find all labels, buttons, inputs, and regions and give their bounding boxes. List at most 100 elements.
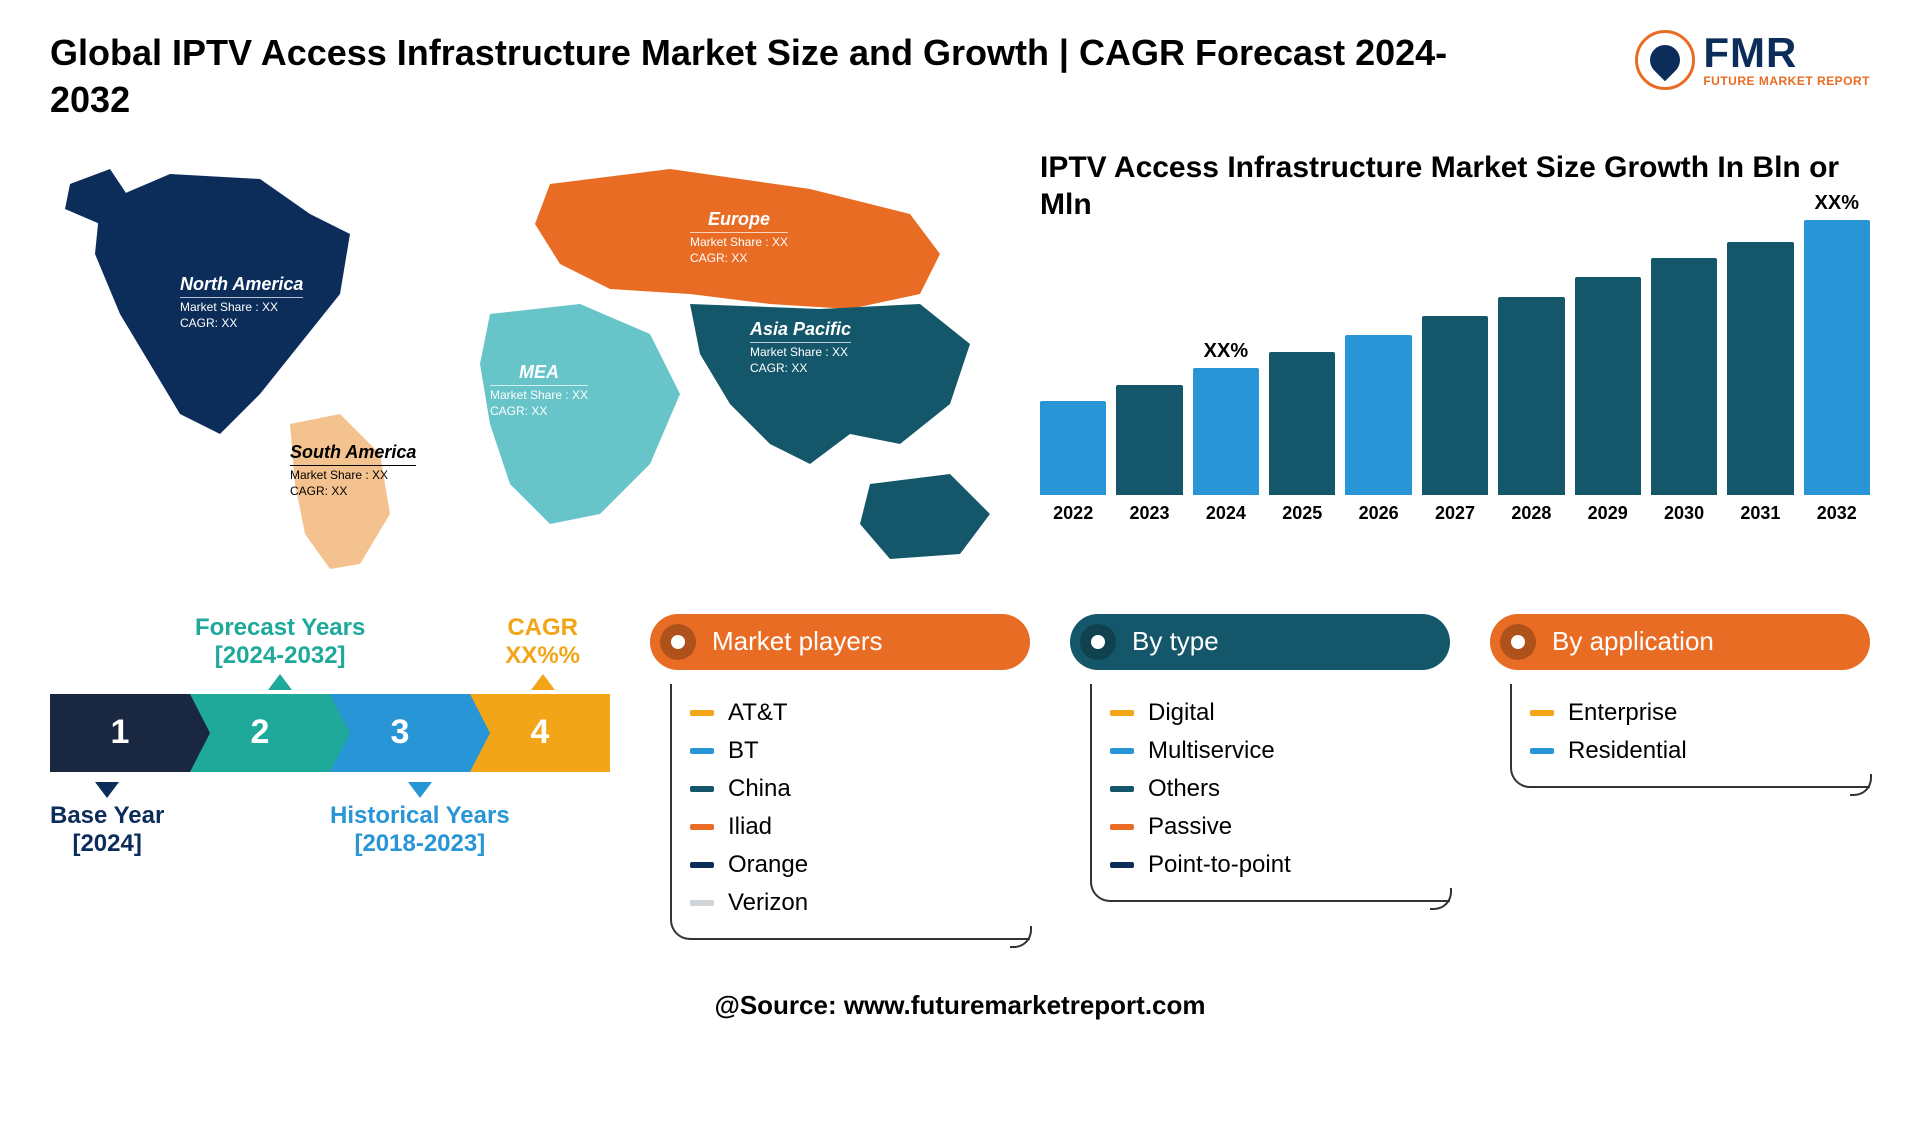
market-players-col: Market players AT&T BT China Iliad Orange Veri… (650, 614, 1030, 940)
list-item-label: Others (1148, 775, 1220, 803)
timeline-seg-3: 3 (330, 694, 470, 772)
tick-icon (690, 900, 714, 906)
bar-2031: 2031 (1727, 242, 1793, 524)
category-header-label: By type (1132, 626, 1219, 657)
bar-year-label: 2026 (1359, 503, 1399, 524)
bar-year-label: 2029 (1588, 503, 1628, 524)
tick-icon (690, 748, 714, 754)
bar-year-label: 2022 (1053, 503, 1093, 524)
bar-rect (1498, 297, 1564, 495)
bar-year-label: 2030 (1664, 503, 1704, 524)
tick-icon (1110, 824, 1134, 830)
list-item-label: Iliad (728, 813, 772, 841)
page-title: Global IPTV Access Infrastructure Market… (50, 30, 1450, 124)
list-item-label: Multiservice (1148, 737, 1275, 765)
cagr-label: CAGR XX%% (505, 614, 580, 690)
bar-2030: 2030 (1651, 258, 1717, 524)
category-list: Digital Multiservice Others Passive Point-to… (1090, 684, 1450, 902)
bar-year-label: 2031 (1740, 503, 1780, 524)
category-header-label: By application (1552, 626, 1714, 657)
region-north-america: North America Market Share : XX CAGR: XX (180, 274, 303, 330)
list-item: Point-to-point (1092, 846, 1450, 884)
logo-fmr-text: FMR (1703, 32, 1870, 74)
bar-rect (1804, 220, 1870, 495)
list-item: BT (672, 732, 1030, 770)
region-mea: MEA Market Share : XX CAGR: XX (490, 362, 588, 418)
by-application-col: By application Enterprise Residential (1490, 614, 1870, 788)
map-svg (50, 144, 1010, 574)
chart-title: IPTV Access Infrastructure Market Size G… (1040, 149, 1870, 224)
bar-2025: 2025 (1269, 352, 1335, 524)
bar-rect (1193, 368, 1259, 495)
bar-rect (1575, 277, 1641, 494)
bar-year-label: 2025 (1282, 503, 1322, 524)
list-item: Verizon (672, 884, 1030, 922)
list-item-label: Enterprise (1568, 699, 1677, 727)
bar-year-label: 2027 (1435, 503, 1475, 524)
bar-rect (1345, 335, 1411, 495)
list-item: Passive (1092, 808, 1450, 846)
source-attribution: @Source: www.futuremarketreport.com (50, 990, 1870, 1021)
bar-2032: XX%2032 (1804, 220, 1870, 524)
logo-subtitle: FUTURE MARKET REPORT (1703, 74, 1870, 88)
bar-rect (1727, 242, 1793, 495)
bar-2022: 2022 (1040, 401, 1106, 524)
category-header-label: Market players (712, 626, 883, 657)
list-item: Iliad (672, 808, 1030, 846)
bullet-icon (660, 624, 696, 660)
base-year-label: Base Year [2024] (50, 778, 164, 858)
list-item-label: Verizon (728, 889, 808, 917)
list-item: Enterprise (1512, 694, 1870, 732)
list-item: Orange (672, 846, 1030, 884)
list-item-label: Residential (1568, 737, 1687, 765)
bar-2027: 2027 (1422, 316, 1488, 524)
tick-icon (1110, 748, 1134, 754)
forecast-years-label: Forecast Years [2024-2032] (195, 614, 365, 690)
bar-2023: 2023 (1116, 385, 1182, 524)
timeline-seg-2: 2 (190, 694, 330, 772)
historical-years-label: Historical Years [2018-2023] (330, 778, 510, 858)
list-item: Multiservice (1092, 732, 1450, 770)
list-item: AT&T (672, 694, 1030, 732)
bar-year-label: 2023 (1130, 503, 1170, 524)
list-item-label: AT&T (728, 699, 788, 727)
list-item: Digital (1092, 694, 1450, 732)
tick-icon (1530, 748, 1554, 754)
region-europe: Europe Market Share : XX CAGR: XX (690, 209, 788, 265)
tick-icon (690, 786, 714, 792)
bar-year-label: 2028 (1511, 503, 1551, 524)
bar-year-label: 2024 (1206, 503, 1246, 524)
category-header: Market players (650, 614, 1030, 670)
category-list: AT&T BT China Iliad Orange Verizon (670, 684, 1030, 940)
timeline: Forecast Years [2024-2032] CAGR XX%% 1 2… (50, 614, 610, 878)
region-south-america: South America Market Share : XX CAGR: XX (290, 442, 416, 498)
bullet-icon (1500, 624, 1536, 660)
bar-2029: 2029 (1575, 277, 1641, 523)
tick-icon (1110, 786, 1134, 792)
bar-rect (1651, 258, 1717, 495)
tick-icon (1110, 710, 1134, 716)
bar-rect (1040, 401, 1106, 495)
tick-icon (690, 824, 714, 830)
timeline-seg-1: 1 (50, 694, 190, 772)
category-list: Enterprise Residential (1510, 684, 1870, 788)
tick-icon (1110, 862, 1134, 868)
list-item-label: BT (728, 737, 759, 765)
category-header: By application (1490, 614, 1870, 670)
bar-2028: 2028 (1498, 297, 1564, 524)
bar-chart: IPTV Access Infrastructure Market Size G… (1040, 144, 1870, 574)
list-item-label: Point-to-point (1148, 851, 1291, 879)
bar-2024: XX%2024 (1193, 368, 1259, 524)
list-item: Residential (1512, 732, 1870, 770)
telescope-icon (1635, 30, 1695, 90)
bar-rect (1422, 316, 1488, 495)
list-item: China (672, 770, 1030, 808)
bar-note: XX% (1804, 192, 1870, 215)
bullet-icon (1080, 624, 1116, 660)
tick-icon (690, 862, 714, 868)
world-map: North America Market Share : XX CAGR: XX… (50, 144, 1010, 574)
brand-logo: FMR FUTURE MARKET REPORT (1635, 30, 1870, 90)
tick-icon (1530, 710, 1554, 716)
bar-rect (1269, 352, 1335, 495)
timeline-seg-4: 4 (470, 694, 610, 772)
